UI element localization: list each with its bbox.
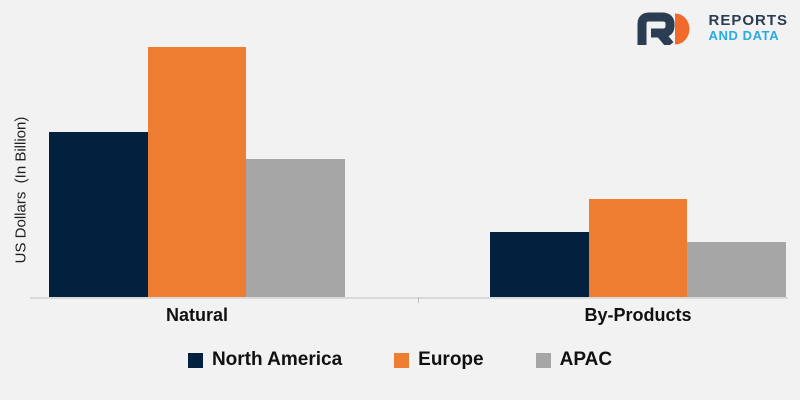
logo-rd-icon <box>637 12 690 45</box>
bar-group-natural: Natural <box>49 37 346 325</box>
logo-text: REPORTS AND DATA <box>708 13 788 42</box>
bar-group-by-products: By-Products <box>490 37 787 325</box>
legend-label: North America <box>211 349 343 370</box>
legend-item-north-america: North America <box>187 349 343 371</box>
axis-tick <box>418 297 420 303</box>
bar-apac-by-products <box>687 242 787 297</box>
legend-item-apac: APAC <box>535 349 613 371</box>
category-label-by-products: By-Products <box>584 305 692 325</box>
bar-apac-natural <box>246 159 346 297</box>
reports-and-data-logo: REPORTS AND DATA <box>635 11 788 45</box>
legend-swatch-icon <box>394 352 410 368</box>
legend-label: Europe <box>418 349 484 370</box>
bar-north-america-natural <box>49 132 148 297</box>
bar-europe-by-products <box>588 199 688 297</box>
bar-north-america-by-products <box>490 232 589 297</box>
plot-area: Natural By-Products <box>30 37 788 325</box>
category-label-natural: Natural <box>165 305 228 325</box>
logo-line-reports: REPORTS <box>708 12 788 30</box>
y-axis-label: US Dollars (In Billion) <box>12 116 30 264</box>
legend-swatch-icon <box>535 352 551 368</box>
logo-line-and-data: AND DATA <box>708 28 780 44</box>
legend-item-europe: Europe <box>394 349 484 371</box>
bar-europe-natural <box>147 47 247 297</box>
legend-label: APAC <box>559 349 613 370</box>
legend-swatch-icon <box>187 352 203 368</box>
legend: North America Europe APAC <box>0 347 800 373</box>
